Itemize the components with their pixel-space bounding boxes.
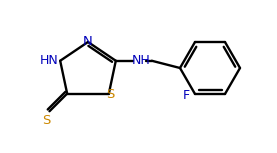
Text: F: F (183, 90, 190, 103)
Text: S: S (42, 114, 51, 127)
Text: HN: HN (39, 54, 58, 67)
Text: NH: NH (132, 54, 150, 67)
Text: N: N (83, 34, 93, 47)
Text: S: S (106, 88, 114, 101)
